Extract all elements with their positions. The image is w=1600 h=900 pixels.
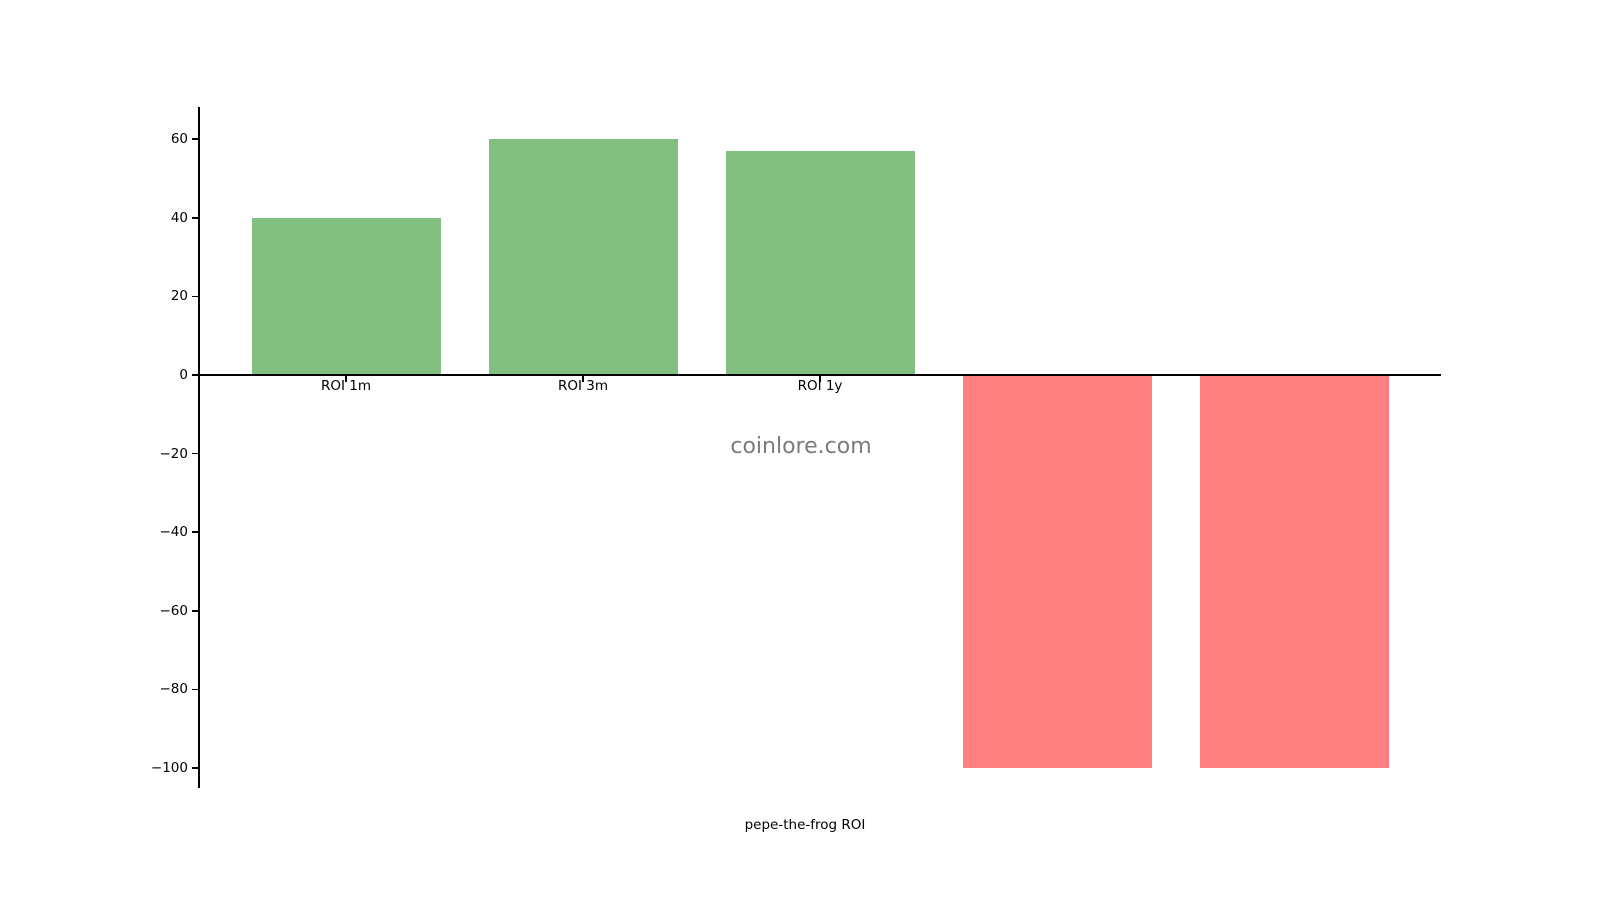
chart-title: pepe-the-frog ROI xyxy=(744,817,866,833)
y-tick-label-60: 60 xyxy=(170,131,188,148)
x-axis-zero-line xyxy=(198,374,1441,376)
y-tick-mark--80 xyxy=(192,688,198,691)
y-tick-mark--100 xyxy=(192,767,198,769)
y-tick-label--40: −40 xyxy=(159,524,189,541)
x-tick-label-roi-3m: ROI 3m xyxy=(557,378,609,394)
x-tick-label-roi-1y: ROI 1y xyxy=(797,378,843,394)
y-tick-mark-60 xyxy=(192,138,198,140)
y-tick-mark--40 xyxy=(192,531,198,533)
y-tick-label--80: −80 xyxy=(159,681,189,698)
y-tick-label--60: −60 xyxy=(159,602,189,619)
bar-neg-5 xyxy=(1199,375,1389,768)
y-tick-label-40: 40 xyxy=(170,209,188,226)
y-tick-label-20: 20 xyxy=(170,288,188,305)
y-tick-label--20: −20 xyxy=(159,445,189,462)
y-tick-mark--20 xyxy=(192,452,198,455)
y-axis-spine xyxy=(198,107,200,788)
x-tick-mark-roi-1y xyxy=(819,375,821,382)
y-tick-mark-0 xyxy=(192,374,198,376)
x-tick-label-roi-1m: ROI 1m xyxy=(320,378,372,394)
x-tick-mark-roi-1m xyxy=(345,375,347,382)
bar-roi-1y xyxy=(725,150,915,375)
y-tick-mark-20 xyxy=(192,295,198,298)
x-tick-mark-roi-3m xyxy=(582,375,584,382)
bar-roi-1m xyxy=(251,217,441,375)
watermark: coinlore.com xyxy=(730,434,872,459)
bar-neg-4 xyxy=(962,375,1152,768)
y-tick-mark--60 xyxy=(192,610,198,612)
bar-roi-3m xyxy=(488,139,678,375)
y-tick-mark-40 xyxy=(192,217,198,219)
y-tick-label--100: −100 xyxy=(150,760,188,776)
y-tick-label-0: 0 xyxy=(179,367,188,383)
